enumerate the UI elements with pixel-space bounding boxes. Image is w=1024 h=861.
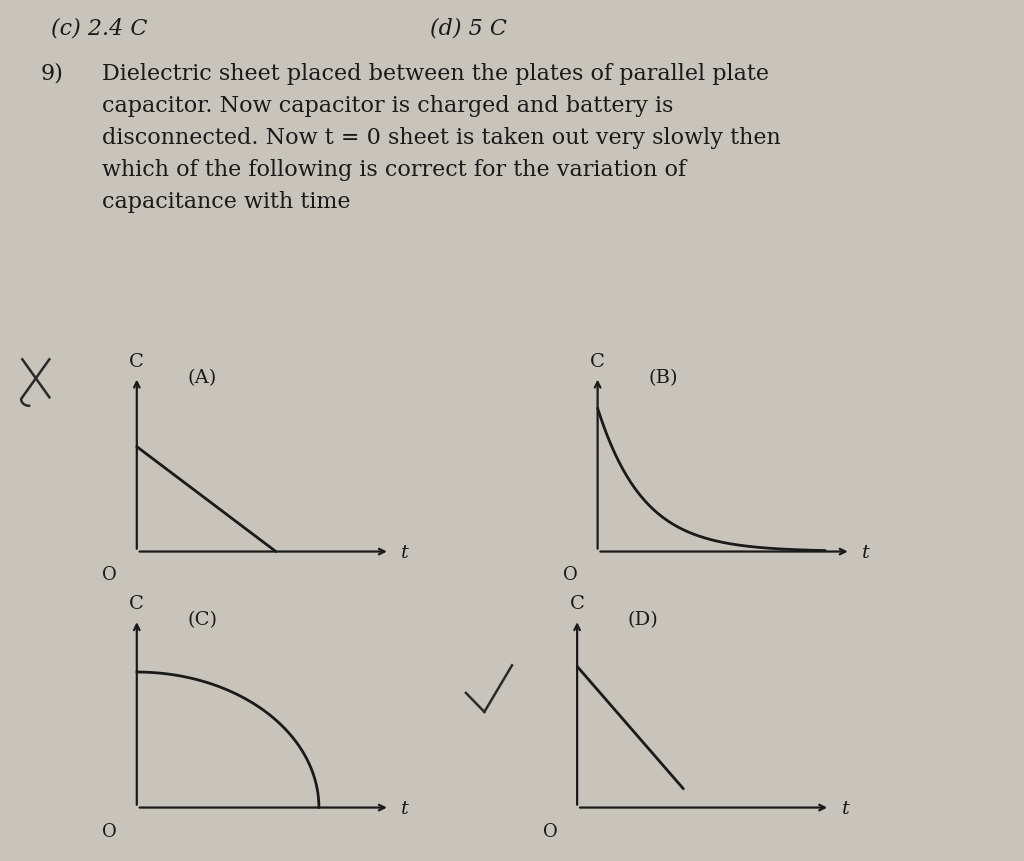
Text: t: t bbox=[401, 543, 410, 561]
Text: O: O bbox=[102, 822, 117, 840]
Text: O: O bbox=[543, 822, 557, 840]
Text: t: t bbox=[862, 543, 870, 561]
Text: (c) 2.4 C: (c) 2.4 C bbox=[51, 17, 147, 39]
Text: Dielectric sheet placed between the plates of parallel plate
capacitor. Now capa: Dielectric sheet placed between the plat… bbox=[102, 63, 781, 214]
Text: (C): (C) bbox=[187, 610, 217, 628]
Text: (B): (B) bbox=[648, 369, 678, 387]
Text: O: O bbox=[102, 566, 117, 583]
Text: 9): 9) bbox=[41, 63, 63, 84]
Text: C: C bbox=[569, 594, 585, 612]
Text: (A): (A) bbox=[187, 369, 217, 387]
Text: (d) 5 C: (d) 5 C bbox=[430, 17, 507, 39]
Text: (D): (D) bbox=[628, 610, 658, 628]
Text: C: C bbox=[590, 353, 605, 370]
Text: t: t bbox=[401, 799, 410, 816]
Text: t: t bbox=[842, 799, 850, 816]
Text: C: C bbox=[129, 353, 144, 370]
Text: O: O bbox=[563, 566, 578, 583]
Text: C: C bbox=[129, 594, 144, 612]
